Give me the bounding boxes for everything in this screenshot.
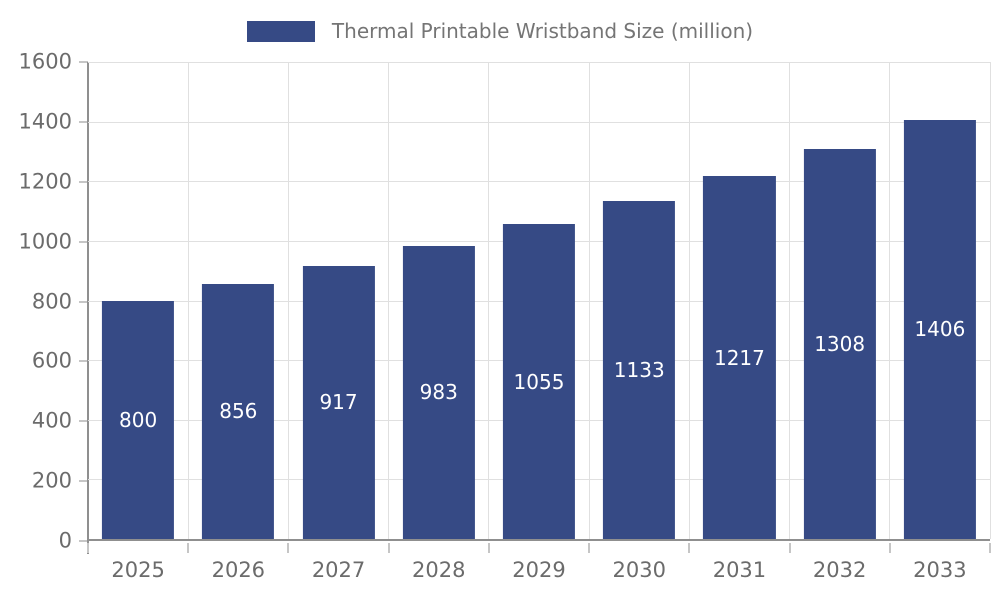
- plot-area: 800 856 917 983 1055 1133 1217 1308 1406: [88, 62, 991, 541]
- v-gridline-4: [488, 62, 490, 539]
- y-tick-label-1000: 1000: [18, 229, 72, 254]
- x-tick-3: [387, 543, 390, 553]
- y-tick-1000: [79, 240, 88, 243]
- x-tick-label-2029: 2029: [512, 558, 566, 582]
- bar-2027[interactable]: 917: [302, 265, 375, 539]
- v-gridline-8: [889, 62, 891, 539]
- x-tick-label-2027: 2027: [311, 558, 366, 582]
- x-tick-label-2026: 2026: [211, 558, 266, 582]
- y-tick-200: [79, 480, 88, 483]
- chart-legend[interactable]: Thermal Printable Wristband Size (millio…: [0, 16, 1000, 46]
- legend-swatch-icon: [246, 20, 315, 42]
- bar-2031[interactable]: 1217: [703, 176, 776, 539]
- y-tick-1400: [79, 120, 88, 123]
- v-gridline-9: [989, 62, 991, 539]
- y-tick-0: [79, 540, 88, 542]
- bar-value-label-2028: 983: [419, 380, 458, 405]
- bar-2025[interactable]: 800: [102, 300, 175, 539]
- bar-value-label-2029: 1055: [513, 369, 565, 394]
- bar-2032[interactable]: 1308: [803, 149, 876, 539]
- y-tick-label-1200: 1200: [18, 169, 72, 194]
- h-gridline-1200: [88, 181, 990, 183]
- v-gridline-6: [688, 62, 690, 539]
- x-tick-1: [187, 543, 190, 553]
- bar-2026[interactable]: 856: [202, 283, 275, 539]
- bar-2033[interactable]: 1406: [903, 119, 976, 539]
- y-tick-label-1400: 1400: [18, 109, 72, 134]
- x-tick-7: [788, 543, 791, 553]
- legend-label: Thermal Printable Wristband Size (millio…: [331, 19, 754, 43]
- y-tick-label-400: 400: [31, 408, 72, 433]
- h-gridline-1600: [88, 62, 990, 63]
- bar-value-label-2031: 1217: [713, 345, 765, 370]
- bar-2028[interactable]: 983: [402, 245, 475, 539]
- x-tick-label-2030: 2030: [612, 558, 666, 582]
- x-tick-8: [888, 543, 891, 553]
- bar-value-label-2030: 1133: [613, 358, 665, 383]
- y-tick-label-0: 0: [58, 528, 72, 553]
- bar-2029[interactable]: 1055: [502, 224, 576, 539]
- y-tick-400: [79, 420, 88, 423]
- y-tick-800: [79, 300, 88, 303]
- v-gridline-1: [187, 62, 189, 539]
- x-axis: 2025 2026 2027 2028 2029 2030 2031 2032 2033: [87, 543, 991, 600]
- bar-2030[interactable]: 1133: [603, 201, 676, 539]
- x-tick-label-2032: 2032: [812, 558, 867, 582]
- x-tick-0: [87, 543, 89, 553]
- v-gridline-5: [588, 62, 590, 539]
- v-gridline-3: [388, 62, 390, 539]
- x-tick-4: [487, 543, 490, 553]
- v-gridline-2: [287, 62, 289, 539]
- y-axis-line: [87, 62, 89, 554]
- y-tick-600: [79, 360, 88, 363]
- bar-value-label-2033: 1406: [914, 317, 966, 342]
- y-tick-label-200: 200: [31, 468, 72, 493]
- bar-value-label-2025: 800: [119, 407, 158, 432]
- h-gridline-1400: [88, 121, 990, 123]
- x-tick-9: [989, 543, 991, 553]
- x-tick-2: [287, 543, 290, 553]
- bar-value-label-2027: 917: [319, 390, 358, 415]
- y-tick-1600: [79, 61, 88, 63]
- y-tick-label-1600: 1600: [18, 49, 72, 74]
- bar-value-label-2032: 1308: [814, 332, 866, 357]
- x-tick-label-2033: 2033: [913, 558, 967, 582]
- x-tick-5: [588, 543, 591, 553]
- x-tick-label-2031: 2031: [712, 558, 767, 582]
- bar-value-label-2026: 856: [219, 399, 258, 424]
- x-tick-label-2028: 2028: [412, 558, 466, 582]
- y-tick-1200: [79, 180, 88, 183]
- y-tick-label-600: 600: [31, 348, 72, 373]
- v-gridline-7: [789, 62, 791, 539]
- y-tick-label-800: 800: [31, 289, 72, 313]
- x-tick-label-2025: 2025: [111, 558, 165, 582]
- x-tick-6: [688, 543, 691, 553]
- y-axis: 0 200 400 600 800 1000 1200 1400 1600: [0, 51, 88, 551]
